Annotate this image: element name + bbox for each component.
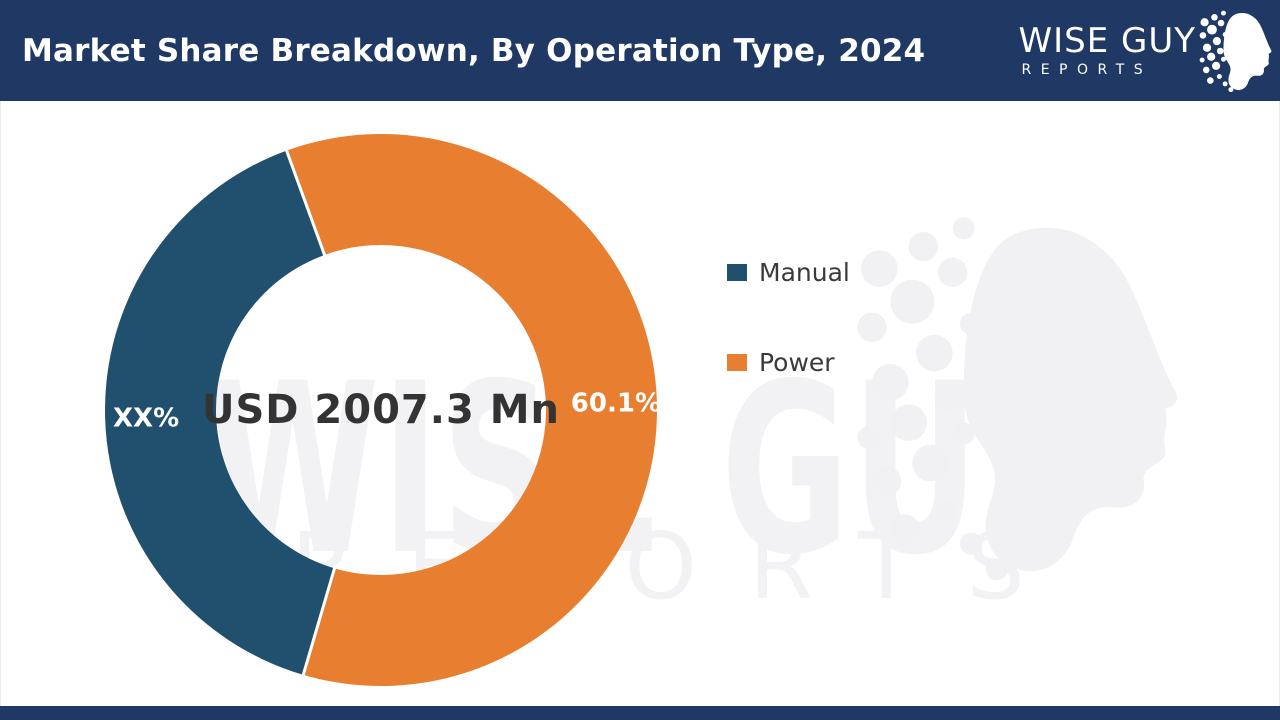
legend: Manual Power <box>727 255 850 435</box>
donut-slice-manual <box>104 150 335 675</box>
legend-swatch-manual <box>727 263 747 281</box>
donut-slice-power <box>286 133 657 686</box>
legend-swatch-power <box>727 353 747 371</box>
slice-label-power: 60.1% <box>571 389 661 419</box>
legend-label-power: Power <box>759 347 835 377</box>
slice-divider <box>301 566 337 677</box>
legend-item-power: Power <box>727 345 850 379</box>
legend-label-manual: Manual <box>759 257 850 287</box>
logo-wordmark: WISE GUY <box>1018 21 1196 62</box>
slice-label-manual: XX% <box>113 404 179 434</box>
logo-text: WISE GUY REPORTS <box>1018 21 1196 78</box>
logo-face-icon <box>1199 10 1272 93</box>
footer-bar <box>0 706 1280 720</box>
donut-center-value: USD 2007.3 Mn <box>202 387 560 433</box>
page-title: Market Share Breakdown, By Operation Typ… <box>22 32 926 69</box>
logo-subtitle: REPORTS <box>1021 61 1153 78</box>
legend-item-manual: Manual <box>727 255 850 289</box>
slice-divider <box>284 149 327 257</box>
header-bar: Market Share Breakdown, By Operation Typ… <box>0 0 1280 101</box>
wise-guy-logo: WISE GUY REPORTS <box>1018 6 1272 96</box>
